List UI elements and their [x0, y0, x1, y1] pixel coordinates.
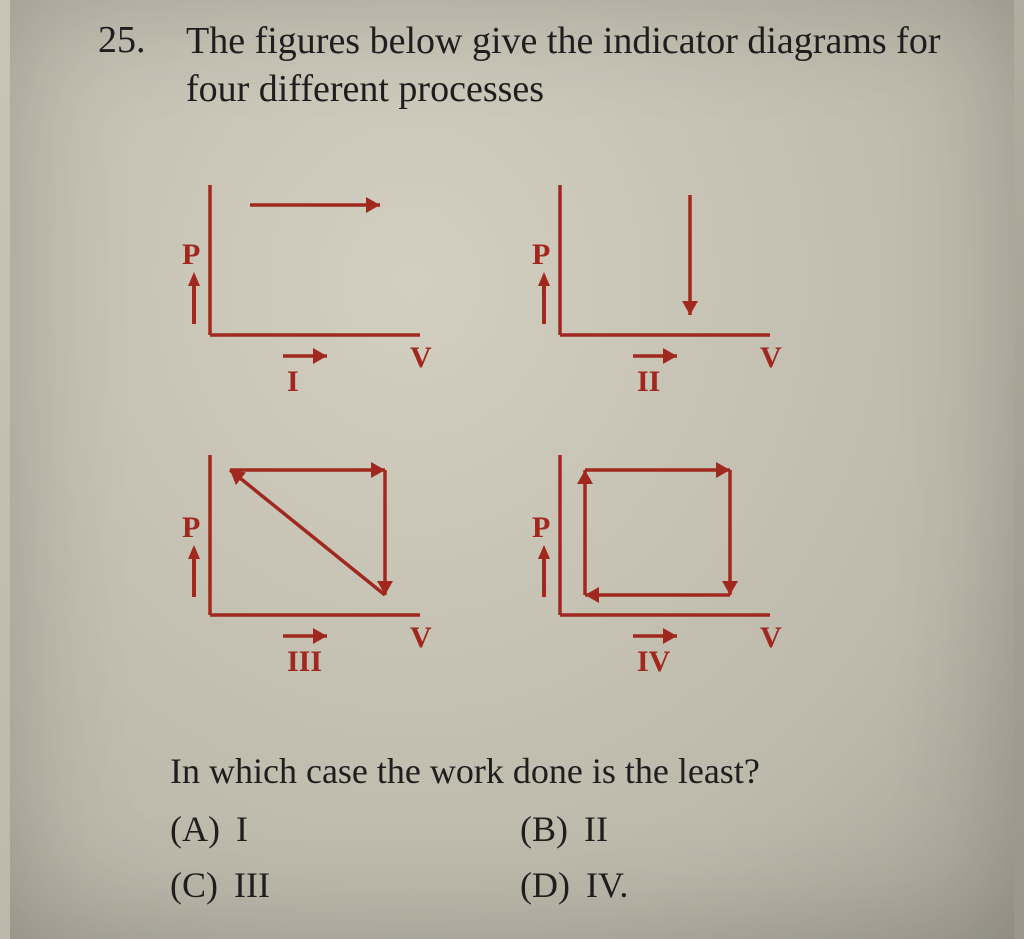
- diagram-row-1: P V I P V II: [180, 165, 840, 415]
- options-grid: (A) I (B) II (C) III (D) IV.: [170, 808, 870, 906]
- option-text: III: [234, 864, 270, 906]
- option-text: II: [584, 808, 608, 850]
- figure-label-arrow-icon: [279, 627, 339, 645]
- p-axis-arrow-stem: [542, 284, 546, 324]
- diagram-row-2: P V III P V IV: [180, 445, 840, 695]
- x-axis-label: V: [410, 621, 432, 655]
- question-row: 25. The figures below give the indicator…: [98, 18, 974, 113]
- figure-label-arrow-icon: [629, 347, 689, 365]
- figure-I: P V I: [180, 165, 460, 415]
- x-axis-label: V: [760, 621, 782, 655]
- x-axis-label: V: [760, 341, 782, 375]
- figure-label-arrow-icon: [629, 627, 689, 645]
- paper-surface: 25. The figures below give the indicator…: [10, 0, 1014, 939]
- figure-II: P V II: [530, 165, 810, 415]
- option-letter: (D): [520, 864, 570, 906]
- option-text: IV.: [586, 864, 628, 906]
- figure-III: P V III: [180, 445, 460, 695]
- figure-label-arrow-icon: [279, 347, 339, 365]
- figure-svg: [180, 165, 460, 415]
- x-axis-label: V: [410, 341, 432, 375]
- p-axis-arrow-stem: [192, 284, 196, 324]
- figure-label: II: [637, 365, 660, 399]
- y-axis-label: P: [182, 238, 200, 272]
- option-C: (C) III: [170, 864, 520, 906]
- figure-label: IV: [637, 645, 670, 679]
- figure-label: III: [287, 645, 322, 679]
- option-letter: (B): [520, 808, 568, 850]
- followup-text: In which case the work done is the least…: [170, 750, 760, 792]
- option-letter: (C): [170, 864, 218, 906]
- diagram-grid: P V I P V II P V III P V IV: [180, 165, 840, 725]
- y-axis-label: P: [532, 511, 550, 545]
- option-B: (B) II: [520, 808, 870, 850]
- p-axis-arrow-stem: [192, 557, 196, 597]
- p-axis-arrow-stem: [542, 557, 546, 597]
- figure-svg: [530, 165, 810, 415]
- y-axis-label: P: [182, 511, 200, 545]
- figure-label: I: [287, 365, 299, 399]
- option-letter: (A): [170, 808, 220, 850]
- option-D: (D) IV.: [520, 864, 870, 906]
- y-axis-label: P: [532, 238, 550, 272]
- option-A: (A) I: [170, 808, 520, 850]
- page-root: 25. The figures below give the indicator…: [0, 0, 1024, 939]
- option-text: I: [236, 808, 248, 850]
- question-text: The figures below give the indicator dia…: [186, 18, 974, 113]
- figure-IV: P V IV: [530, 445, 810, 695]
- question-number: 25.: [98, 18, 168, 113]
